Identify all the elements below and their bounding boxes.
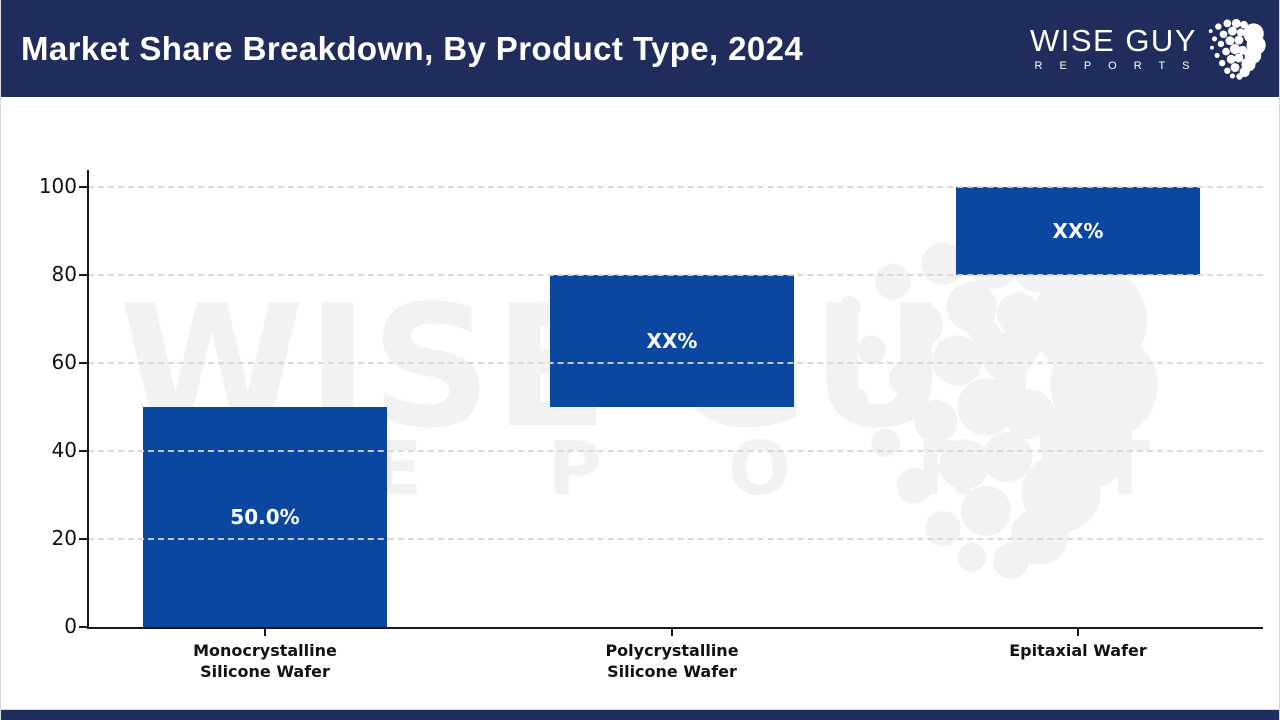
x-tick-mark: [1077, 629, 1079, 636]
x-axis-line: [87, 627, 1263, 629]
x-category-label: Epitaxial Wafer: [908, 640, 1248, 661]
y-tick-label: 100: [38, 174, 77, 198]
x-category-label-line: Silicone Wafer: [607, 662, 737, 681]
y-tick-label: 0: [64, 614, 77, 638]
x-category-label-line: Epitaxial Wafer: [1009, 641, 1147, 660]
y-tick-mark: [79, 186, 88, 188]
gridline: [88, 538, 1263, 540]
chart-area: 0 20 40 60 80 100 50.0% XX% XX% Monocrystalline Si…: [1, 97, 1279, 710]
y-tick-mark: [79, 362, 88, 364]
y-tick-label: 20: [51, 526, 77, 550]
bar-value-label: XX%: [646, 329, 698, 353]
y-axis-line: [87, 170, 89, 629]
x-category-label-line: Silicone Wafer: [200, 662, 330, 681]
bar-value-label: XX%: [1052, 219, 1104, 243]
gridline: [88, 274, 1263, 276]
footer-bar: [1, 710, 1279, 720]
brand-logo: WISE GUY R E P O R T S: [1030, 10, 1267, 88]
y-tick-label: 60: [51, 350, 77, 374]
y-tick-mark: [79, 450, 88, 452]
brand-subname: R E P O R T S: [1034, 60, 1197, 72]
footer-hairline: [1, 709, 1279, 710]
bar-segment: 50.0%: [143, 407, 387, 627]
x-category-label-line: Monocrystalline: [193, 641, 337, 660]
watermark-head-icon: [839, 238, 1158, 579]
y-tick-mark: [79, 626, 88, 628]
x-tick-mark: [264, 629, 266, 636]
x-category-label: Polycrystalline Silicone Wafer: [502, 640, 842, 682]
gridline: [88, 450, 1263, 452]
bar-segment: XX%: [956, 187, 1200, 275]
x-category-label-line: Polycrystalline: [605, 641, 739, 660]
bar-segment: XX%: [550, 275, 794, 407]
chart-title: Market Share Breakdown, By Product Type,…: [21, 29, 804, 67]
y-tick-label: 80: [51, 262, 77, 286]
brand-logo-text: WISE GUY R E P O R T S: [1030, 25, 1197, 72]
brand-name: WISE GUY: [1029, 23, 1197, 58]
gridline: [88, 362, 1263, 364]
y-tick-mark: [79, 538, 88, 540]
gridline: [88, 186, 1263, 188]
y-tick-mark: [79, 274, 88, 276]
x-category-label: Monocrystalline Silicone Wafer: [95, 640, 435, 682]
dotted-head-icon: [1208, 18, 1266, 80]
x-tick-mark: [671, 629, 673, 636]
bar-value-label: 50.0%: [230, 505, 300, 529]
header-bar: Market Share Breakdown, By Product Type,…: [1, 0, 1279, 97]
y-tick-label: 40: [51, 438, 77, 462]
